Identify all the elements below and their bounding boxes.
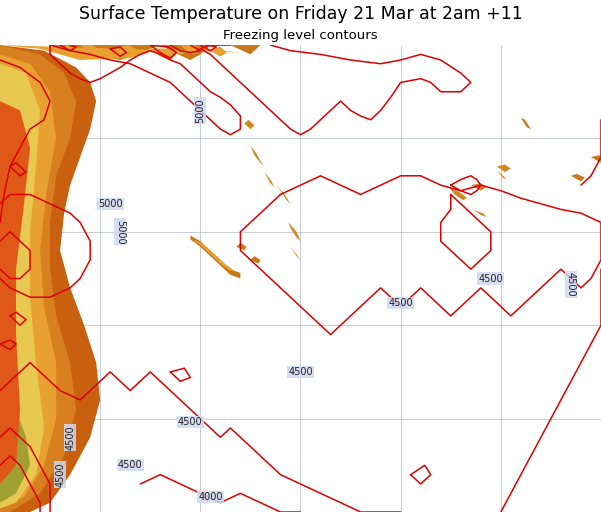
Polygon shape <box>473 209 487 217</box>
Polygon shape <box>100 49 116 58</box>
Text: 5000: 5000 <box>115 220 125 244</box>
Polygon shape <box>0 45 76 512</box>
Polygon shape <box>517 116 531 129</box>
Polygon shape <box>80 45 96 51</box>
Polygon shape <box>288 223 300 241</box>
Polygon shape <box>245 120 254 129</box>
Polygon shape <box>60 45 74 54</box>
Polygon shape <box>591 155 601 163</box>
Polygon shape <box>150 49 176 60</box>
Text: 4500: 4500 <box>288 367 313 377</box>
Polygon shape <box>251 256 260 264</box>
Polygon shape <box>0 54 56 508</box>
Polygon shape <box>0 63 44 508</box>
Polygon shape <box>120 45 136 53</box>
Text: 4500: 4500 <box>566 272 576 296</box>
Polygon shape <box>100 49 116 58</box>
Text: Freezing level contours: Freezing level contours <box>223 29 378 41</box>
Polygon shape <box>471 183 487 191</box>
Polygon shape <box>236 243 246 250</box>
Polygon shape <box>497 170 507 180</box>
Text: 4500: 4500 <box>65 425 75 450</box>
Polygon shape <box>264 172 275 187</box>
Polygon shape <box>449 187 467 200</box>
Polygon shape <box>290 247 300 260</box>
Polygon shape <box>120 45 136 53</box>
Text: 4500: 4500 <box>55 462 65 487</box>
Polygon shape <box>180 45 200 54</box>
Text: 4000: 4000 <box>198 492 222 502</box>
Polygon shape <box>276 185 290 204</box>
Polygon shape <box>210 47 227 56</box>
Polygon shape <box>251 146 264 166</box>
Text: 5000: 5000 <box>98 199 123 209</box>
Text: 4500: 4500 <box>478 273 503 284</box>
Polygon shape <box>0 45 240 60</box>
Text: 5000: 5000 <box>195 98 206 123</box>
Polygon shape <box>150 49 176 60</box>
Polygon shape <box>0 400 30 503</box>
Text: 4500: 4500 <box>178 417 203 428</box>
Text: 4500: 4500 <box>388 298 413 308</box>
Polygon shape <box>194 239 233 271</box>
Polygon shape <box>571 174 585 181</box>
Polygon shape <box>0 45 260 60</box>
Polygon shape <box>0 101 30 484</box>
Polygon shape <box>60 45 74 54</box>
Polygon shape <box>0 45 100 512</box>
Text: Surface Temperature on Friday 21 Mar at 2am +11: Surface Temperature on Friday 21 Mar at … <box>79 5 522 23</box>
Polygon shape <box>497 164 511 172</box>
Polygon shape <box>191 236 240 279</box>
Polygon shape <box>210 47 227 56</box>
Text: 4500: 4500 <box>118 460 142 471</box>
Polygon shape <box>180 45 200 54</box>
Polygon shape <box>80 45 96 51</box>
